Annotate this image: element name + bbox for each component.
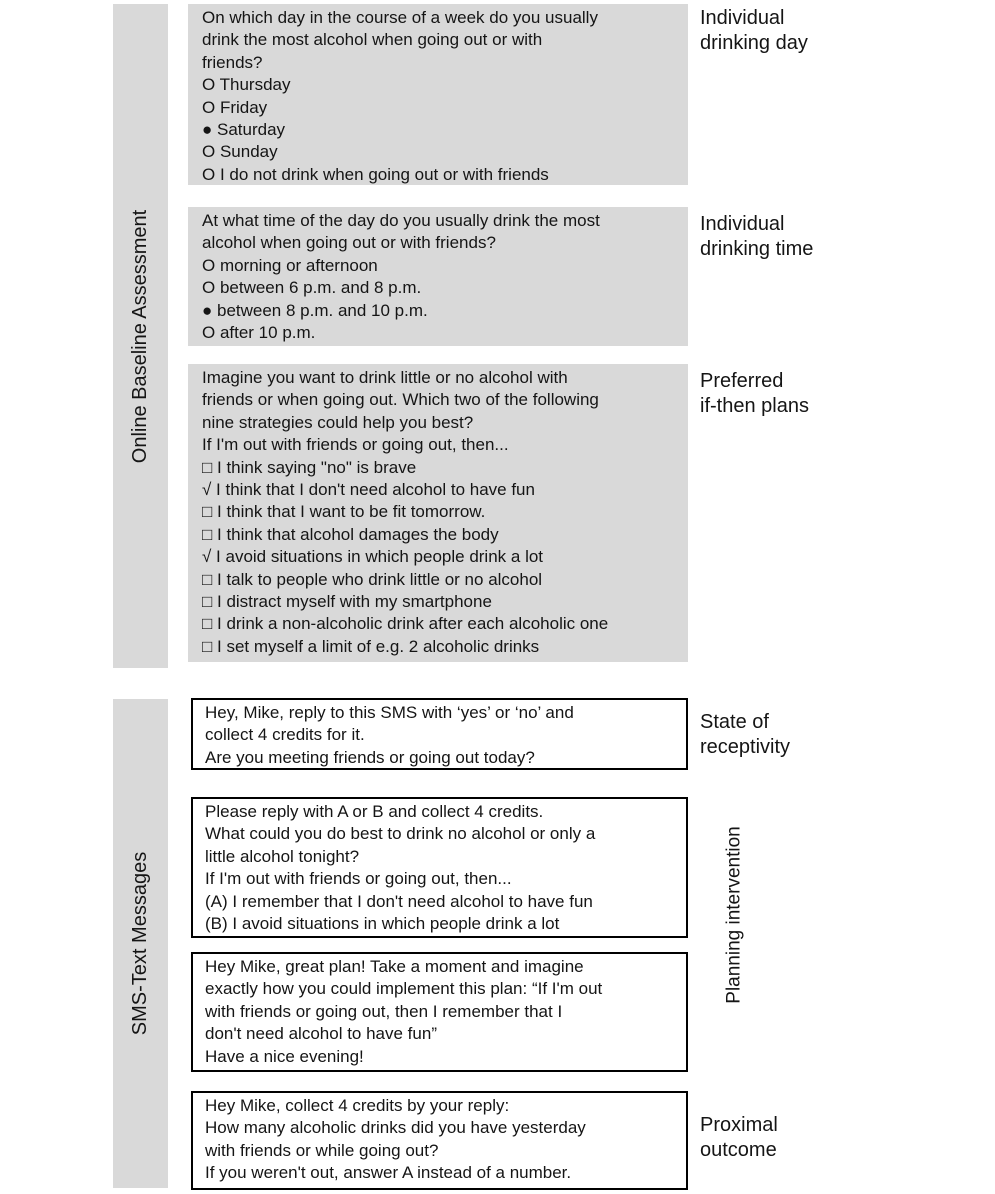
text-line: Individual bbox=[700, 7, 785, 29]
sidebar-label-baseline: Online Baseline Assessment bbox=[129, 209, 151, 463]
annotation-individual-drinking-day: Individual drinking day bbox=[700, 6, 808, 56]
annotation-state-of-receptivity: State of receptivity bbox=[700, 710, 790, 760]
text-line: ● between 8 p.m. and 10 p.m. bbox=[202, 300, 428, 320]
sms-box-planning-confirmation: Hey Mike, great plan! Take a moment and … bbox=[191, 952, 688, 1072]
text-line: O morning or afternoon bbox=[202, 255, 378, 275]
text-line: Proximal bbox=[700, 1114, 778, 1136]
text-line: if-then plans bbox=[700, 395, 809, 417]
text-line: don't need alcohol to have fun” bbox=[205, 1024, 437, 1044]
text-line: Hey Mike, great plan! Take a moment and … bbox=[205, 957, 584, 976]
text-line: √ I think that I don't need alcohol to h… bbox=[202, 480, 535, 500]
text-line: At what time of the day do you usually d… bbox=[202, 211, 600, 230]
baseline-box-drinking-time: At what time of the day do you usually d… bbox=[188, 207, 688, 346]
sms-box-state-of-receptivity: Hey, Mike, reply to this SMS with ‘yes’ … bbox=[191, 698, 688, 770]
text-line: If I'm out with friends or going out, th… bbox=[202, 435, 509, 455]
text-line: drinking time bbox=[700, 238, 814, 260]
text-line: State of bbox=[700, 711, 769, 733]
text-line: Hey Mike, collect 4 credits by your repl… bbox=[205, 1096, 510, 1115]
text-line: O I do not drink when going out or with … bbox=[202, 164, 549, 184]
text-line: collect 4 credits for it. bbox=[205, 725, 365, 745]
annotation-planning-intervention: Planning intervention bbox=[705, 800, 765, 1030]
annotation-proximal-outcome: Proximal outcome bbox=[700, 1113, 778, 1163]
annotation-preferred-if-then-plans: Preferred if-then plans bbox=[700, 369, 809, 419]
text-line: Have a nice evening! bbox=[205, 1046, 364, 1066]
text-line: □ I distract myself with my smartphone bbox=[202, 592, 492, 612]
text-line: Are you meeting friends or going out tod… bbox=[205, 747, 535, 767]
text-line: nine strategies could help you best? bbox=[202, 412, 474, 432]
sidebar-online-baseline-assessment: Online Baseline Assessment bbox=[113, 4, 168, 668]
text-line: (A) I remember that I don't need alcohol… bbox=[205, 891, 593, 911]
text-line: √ I avoid situations in which people dri… bbox=[202, 547, 544, 567]
text-line: little alcohol tonight? bbox=[205, 846, 360, 866]
text-line: friends or when going out. Which two of … bbox=[202, 390, 599, 410]
text-line: What could you do best to drink no alcoh… bbox=[205, 824, 596, 844]
text-line: (B) I avoid situations in which people d… bbox=[205, 914, 560, 934]
text-line: O after 10 p.m. bbox=[202, 323, 316, 343]
text-line: If I'm out with friends or going out, th… bbox=[205, 869, 512, 889]
text-line: ● Saturday bbox=[202, 120, 286, 140]
text-line: □ I think saying "no" is brave bbox=[202, 457, 417, 477]
sidebar-sms-text-messages: SMS-Text Messages bbox=[113, 699, 168, 1188]
text-line: On which day in the course of a week do … bbox=[202, 8, 598, 27]
text-line: with friends or while going out? bbox=[205, 1140, 439, 1160]
text-line: with friends or going out, then I rememb… bbox=[205, 1001, 563, 1021]
sms-box-proximal-outcome: Hey Mike, collect 4 credits by your repl… bbox=[191, 1091, 688, 1190]
sms-box-planning-choice: Please reply with A or B and collect 4 c… bbox=[191, 797, 688, 938]
text-line: receptivity bbox=[700, 736, 791, 758]
text-line: exactly how you could implement this pla… bbox=[205, 979, 603, 999]
annotation-planning-intervention-label: Planning intervention bbox=[724, 826, 745, 1004]
text-line: □ I talk to people who drink little or n… bbox=[202, 569, 543, 589]
text-line: Please reply with A or B and collect 4 c… bbox=[205, 802, 544, 821]
text-line: Hey, Mike, reply to this SMS with ‘yes’ … bbox=[205, 703, 574, 722]
text-line: friends? bbox=[202, 52, 263, 72]
text-line: □ I think that alcohol damages the body bbox=[202, 524, 499, 544]
text-line: O between 6 p.m. and 8 p.m. bbox=[202, 278, 422, 298]
text-line: □ I set myself a limit of e.g. 2 alcohol… bbox=[202, 636, 540, 656]
text-line: Preferred bbox=[700, 370, 784, 392]
annotation-individual-drinking-time: Individual drinking time bbox=[700, 212, 813, 262]
baseline-box-if-then-plans: Imagine you want to drink little or no a… bbox=[188, 364, 688, 662]
baseline-box-drinking-day: On which day in the course of a week do … bbox=[188, 4, 688, 185]
text-line: O Sunday bbox=[202, 142, 278, 162]
text-line: O Thursday bbox=[202, 75, 291, 95]
text-line: Imagine you want to drink little or no a… bbox=[202, 368, 568, 387]
text-line: If you weren't out, answer A instead of … bbox=[205, 1163, 572, 1183]
text-line: alcohol when going out or with friends? bbox=[202, 233, 496, 253]
text-line: How many alcoholic drinks did you have y… bbox=[205, 1118, 586, 1138]
text-line: O Friday bbox=[202, 97, 268, 117]
text-line: □ I think that I want to be fit tomorrow… bbox=[202, 502, 486, 522]
text-line: drinking day bbox=[700, 32, 808, 54]
text-line: drink the most alcohol when going out or… bbox=[202, 30, 543, 50]
text-line: Individual bbox=[700, 213, 785, 235]
text-line: □ I drink a non-alcoholic drink after ea… bbox=[202, 614, 609, 634]
sidebar-label-sms: SMS-Text Messages bbox=[129, 851, 152, 1036]
text-line: outcome bbox=[700, 1139, 777, 1161]
